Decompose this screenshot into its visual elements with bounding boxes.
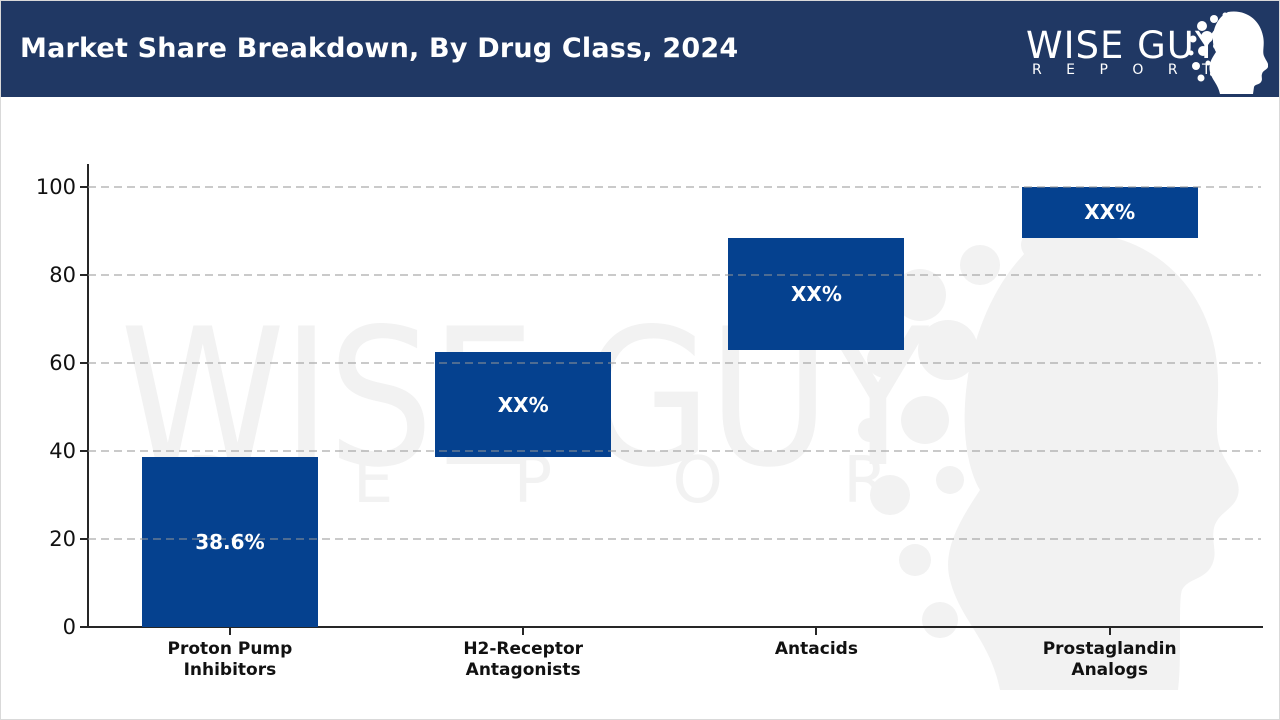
x-tick-mark <box>1108 627 1111 635</box>
x-category-label-line: Proton Pump <box>167 639 293 659</box>
bar-segment <box>728 237 905 350</box>
y-tick-label-20: 20 <box>49 527 76 551</box>
x-tick-mark <box>815 627 818 635</box>
bar-value-label: 38.6% <box>195 530 265 555</box>
y-gridline-80 <box>88 274 1261 276</box>
y-gridline-20 <box>88 538 1261 540</box>
bar-value-label: XX% <box>1084 200 1136 225</box>
y-tick-mark-0 <box>80 626 87 628</box>
y-tick-mark-40 <box>80 450 87 452</box>
x-tick-mark <box>522 627 525 635</box>
y-gridline-100 <box>88 186 1261 188</box>
y-tick-label-60: 60 <box>49 351 76 375</box>
logo-text-secondary: R E P O R T S <box>1032 62 1254 78</box>
chart-title: Market Share Breakdown, By Drug Class, 2… <box>20 33 739 64</box>
y-tick-label-0: 0 <box>62 615 76 639</box>
x-category-label-line: Antagonists <box>465 660 581 680</box>
bar-value-label: XX% <box>790 281 842 306</box>
y-tick-label-40: 40 <box>49 439 76 463</box>
bar-segment <box>435 352 612 458</box>
x-category-label-line: Antacids <box>774 639 858 659</box>
header-bar: Market Share Breakdown, By Drug Class, 2… <box>0 0 1280 97</box>
x-tick-mark <box>228 627 231 635</box>
y-gridline-60 <box>88 362 1261 364</box>
x-category-label-line: Prostaglandin <box>1042 639 1177 659</box>
x-category-label-line: Analogs <box>1071 660 1148 680</box>
y-tick-mark-80 <box>80 274 87 276</box>
y-tick-label-100: 100 <box>35 175 76 199</box>
x-category-label-line: Inhibitors <box>183 660 277 680</box>
x-axis-spine <box>88 626 1263 628</box>
logo-text-primary: WISE GUY <box>1026 24 1219 67</box>
wiseguy-head-icon <box>1184 6 1269 98</box>
x-category-label: Proton Pump Inhibitors <box>90 639 370 681</box>
wiseguy-logo: WISE GUY R E P O R T S <box>1012 6 1269 94</box>
bar-segment <box>141 457 318 627</box>
y-axis-spine <box>87 164 89 628</box>
y-tick-mark-60 <box>80 362 87 364</box>
bar-segment <box>1021 187 1198 238</box>
x-category-label: H2-Receptor Antagonists <box>383 639 663 681</box>
y-tick-mark-100 <box>80 186 87 188</box>
bar-value-label: XX% <box>497 392 549 417</box>
y-tick-mark-20 <box>80 538 87 540</box>
x-category-label-line: H2-Receptor <box>463 639 584 659</box>
x-category-label: Antacids <box>676 639 956 660</box>
y-tick-label-80: 80 <box>49 263 76 287</box>
y-gridline-40 <box>88 450 1261 452</box>
x-category-label: Prostaglandin Analogs <box>970 639 1250 681</box>
